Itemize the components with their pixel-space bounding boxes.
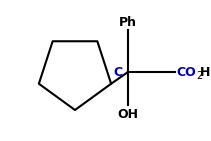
Text: C: C (113, 66, 122, 79)
Text: CO: CO (176, 66, 196, 79)
Text: OH: OH (118, 107, 138, 121)
Text: Ph: Ph (119, 16, 137, 28)
Text: 2: 2 (196, 71, 202, 81)
Text: H: H (200, 66, 210, 79)
